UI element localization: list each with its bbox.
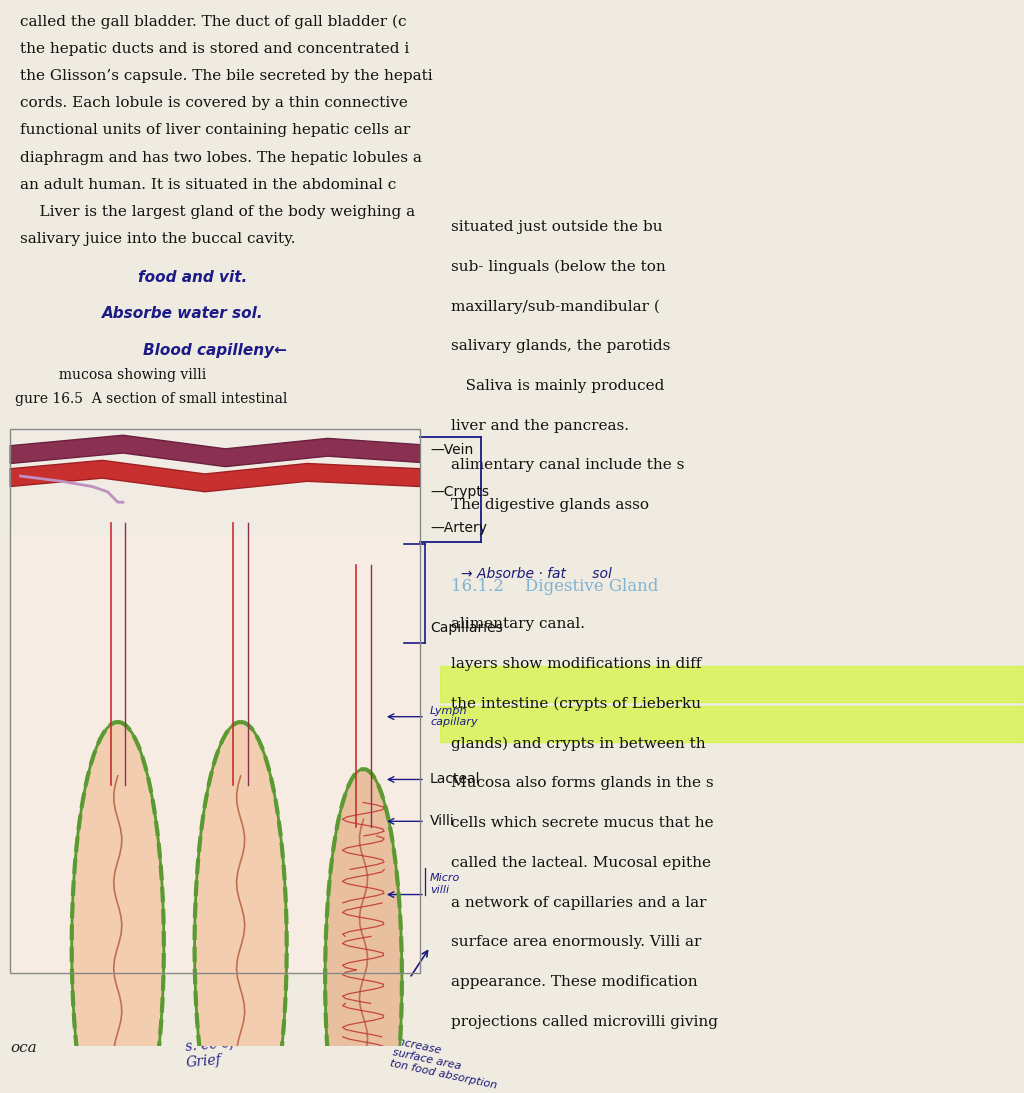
Text: appearance. These modification: appearance. These modification [451, 975, 697, 989]
Text: —Artery: —Artery [430, 521, 487, 536]
Text: diaphragm and has two lobes. The hepatic lobules a: diaphragm and has two lobes. The hepatic… [20, 151, 422, 165]
Text: alimentary canal include the s: alimentary canal include the s [451, 458, 684, 472]
Text: oca: oca [10, 1041, 37, 1055]
Text: Liver is the largest gland of the body weighing a: Liver is the largest gland of the body w… [20, 205, 416, 219]
Text: the Glisson’s capsule. The bile secreted by the hepati: the Glisson’s capsule. The bile secreted… [20, 69, 433, 83]
Polygon shape [195, 721, 287, 1093]
Text: a network of capillaries and a lar: a network of capillaries and a lar [451, 895, 707, 909]
Polygon shape [10, 460, 420, 492]
Text: Blood capilleny←: Blood capilleny← [143, 343, 288, 359]
Text: s. ec of
Grief: s. ec of Grief [184, 1036, 237, 1070]
Text: layers show modifications in diff: layers show modifications in diff [451, 657, 701, 671]
Polygon shape [10, 435, 420, 467]
Text: Micro
villi: Micro villi [430, 873, 461, 895]
Text: situated just outside the bu: situated just outside the bu [451, 220, 663, 234]
Bar [440, 706, 1024, 742]
Text: cords. Each lobule is covered by a thin connective: cords. Each lobule is covered by a thin … [20, 96, 409, 110]
Text: —Crypts: —Crypts [430, 484, 489, 498]
Text: sub- linguals (below the ton: sub- linguals (below the ton [451, 259, 666, 274]
Text: cells which secrete mucus that he: cells which secrete mucus that he [451, 816, 713, 830]
Text: the intestine (crypts of Lieberku: the intestine (crypts of Lieberku [451, 697, 700, 712]
Text: mucosa showing villi: mucosa showing villi [15, 368, 207, 383]
Text: Increase
surface area
ton food absorption: Increase surface area ton food absorptio… [389, 1036, 503, 1091]
Text: maxillary/sub-mandibular (: maxillary/sub-mandibular ( [451, 299, 659, 314]
Text: surface area enormously. Villi ar: surface area enormously. Villi ar [451, 936, 701, 950]
Text: Mucosa also forms glands in the s: Mucosa also forms glands in the s [451, 776, 713, 790]
Text: 16.1.2    Digestive Gland: 16.1.2 Digestive Gland [451, 577, 658, 595]
Text: Lymph
capillary: Lymph capillary [430, 706, 478, 728]
Text: liver and the pancreas.: liver and the pancreas. [451, 419, 629, 433]
Text: glands) and crypts in between th: glands) and crypts in between th [451, 737, 706, 751]
Text: called the lacteal. Mucosal epithe: called the lacteal. Mucosal epithe [451, 856, 711, 870]
Text: an adult human. It is situated in the abdominal c: an adult human. It is situated in the ab… [20, 178, 396, 192]
Polygon shape [72, 721, 164, 1093]
Text: salivary glands, the parotids: salivary glands, the parotids [451, 339, 670, 353]
Text: the hepatic ducts and is stored and concentrated i: the hepatic ducts and is stored and conc… [20, 42, 410, 56]
Text: functional units of liver containing hepatic cells ar: functional units of liver containing hep… [20, 124, 411, 138]
Text: called the gall bladder. The duct of gall bladder (c: called the gall bladder. The duct of gal… [20, 14, 407, 30]
Text: Absorbe water sol.: Absorbe water sol. [102, 306, 264, 320]
Bar [10, 428, 420, 533]
Bar [10, 428, 420, 973]
Text: → Absorbe · fat      sol: → Absorbe · fat sol [461, 567, 611, 581]
Text: food and vit.: food and vit. [138, 270, 248, 285]
Bar [10, 428, 420, 973]
Text: Capillaries: Capillaries [430, 621, 503, 635]
Polygon shape [326, 769, 401, 1093]
Text: gure 16.5  A section of small intestinal: gure 16.5 A section of small intestinal [15, 392, 288, 407]
Text: alimentary canal.: alimentary canal. [451, 618, 585, 632]
Text: The digestive glands asso: The digestive glands asso [451, 498, 648, 512]
Text: projections called microvilli giving: projections called microvilli giving [451, 1015, 718, 1029]
Text: salivary juice into the buccal cavity.: salivary juice into the buccal cavity. [20, 233, 296, 246]
Bar [440, 667, 1024, 702]
Text: —Vein: —Vein [430, 443, 473, 457]
Text: Lacteal: Lacteal [430, 773, 480, 787]
Text: Saliva is mainly produced: Saliva is mainly produced [451, 379, 664, 392]
Text: Villi: Villi [430, 814, 455, 828]
